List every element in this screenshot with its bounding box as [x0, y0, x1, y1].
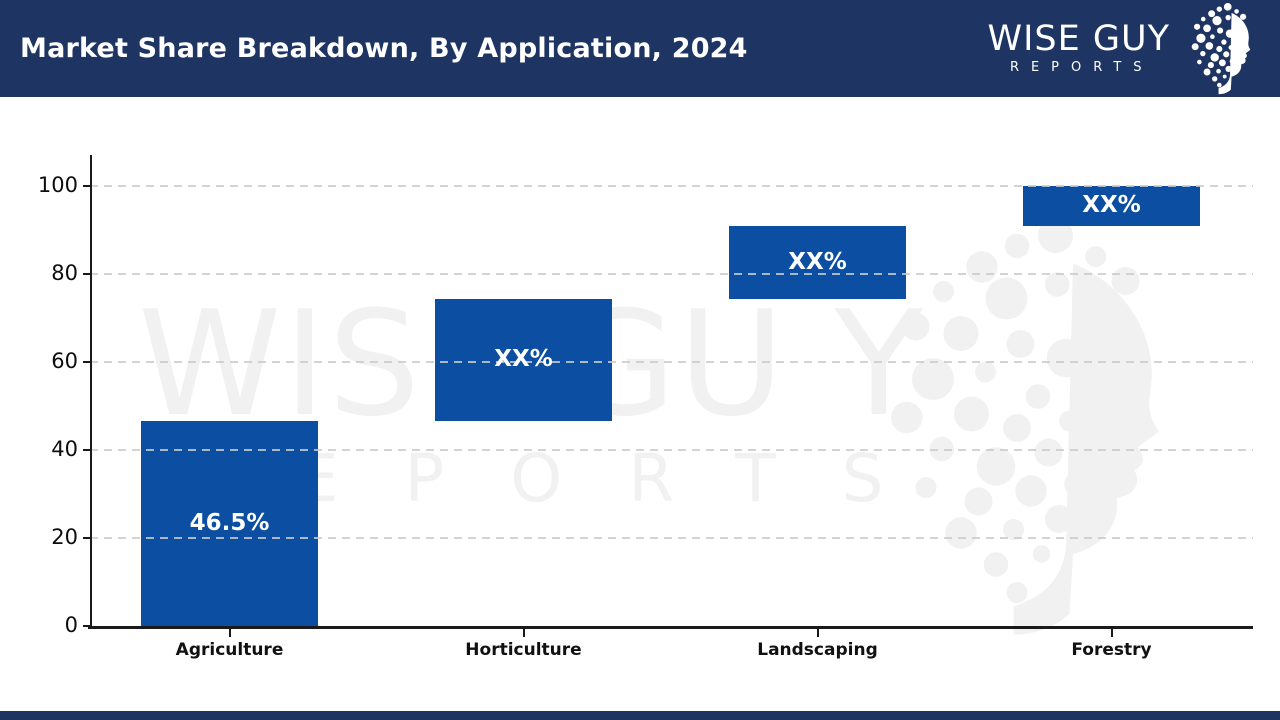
y-axis-tick-label: 100: [37, 173, 78, 197]
x-axis-label-landscaping: Landscaping: [757, 640, 878, 660]
y-axis-tick-label: 60: [51, 349, 78, 373]
bar-value-label: 46.5%: [189, 509, 270, 536]
brand-logo: WISE GUY REPORTS: [987, 2, 1270, 95]
x-axis-tick: [522, 629, 525, 637]
gridline-y40: [90, 449, 1253, 451]
x-axis-label-horticulture: Horticulture: [465, 640, 582, 660]
gridline-y100: [90, 185, 1253, 187]
x-axis-label-forestry: Forestry: [1071, 640, 1152, 660]
gridline-y80: [90, 273, 1253, 275]
y-axis-tick-label: 40: [51, 437, 78, 461]
y-axis-tick: [83, 537, 90, 539]
chart-title: Market Share Breakdown, By Application, …: [20, 33, 748, 64]
x-axis-tick: [1110, 629, 1113, 637]
y-axis-tick: [83, 361, 90, 363]
footer-bar: [0, 711, 1280, 720]
bar-horticulture: [435, 298, 612, 422]
x-axis-tick: [816, 629, 819, 637]
gridline-y60: [90, 361, 1253, 363]
x-axis-tick: [228, 629, 231, 637]
brand-reports-text: REPORTS: [1009, 60, 1154, 75]
bar-agriculture: [141, 421, 318, 626]
gridline-y20: [90, 537, 1253, 539]
x-axis-label-agriculture: Agriculture: [175, 640, 284, 660]
brand-dotted-head-icon: [1191, 2, 1251, 94]
y-axis-tick-label: 80: [51, 261, 78, 285]
y-axis-tick: [83, 449, 90, 451]
y-axis-tick-label: 20: [51, 525, 78, 549]
y-axis-tick: [83, 185, 90, 187]
brand-wordmark: WISE GUY REPORTS: [987, 19, 1170, 76]
y-axis-tick-label: 0: [64, 613, 78, 637]
y-axis-tick: [83, 273, 90, 275]
x-axis-spine: [88, 626, 1253, 629]
header-bar: Market Share Breakdown, By Application, …: [0, 0, 1280, 97]
bar-value-label: XX%: [788, 248, 847, 275]
bar-value-label: XX%: [494, 346, 553, 373]
bar-landscaping: [729, 226, 906, 299]
bar-value-label: XX%: [1082, 192, 1141, 219]
brand-name-text: WISE GUY: [987, 19, 1170, 59]
y-axis-tick: [83, 625, 90, 627]
y-axis-spine: [90, 155, 92, 629]
